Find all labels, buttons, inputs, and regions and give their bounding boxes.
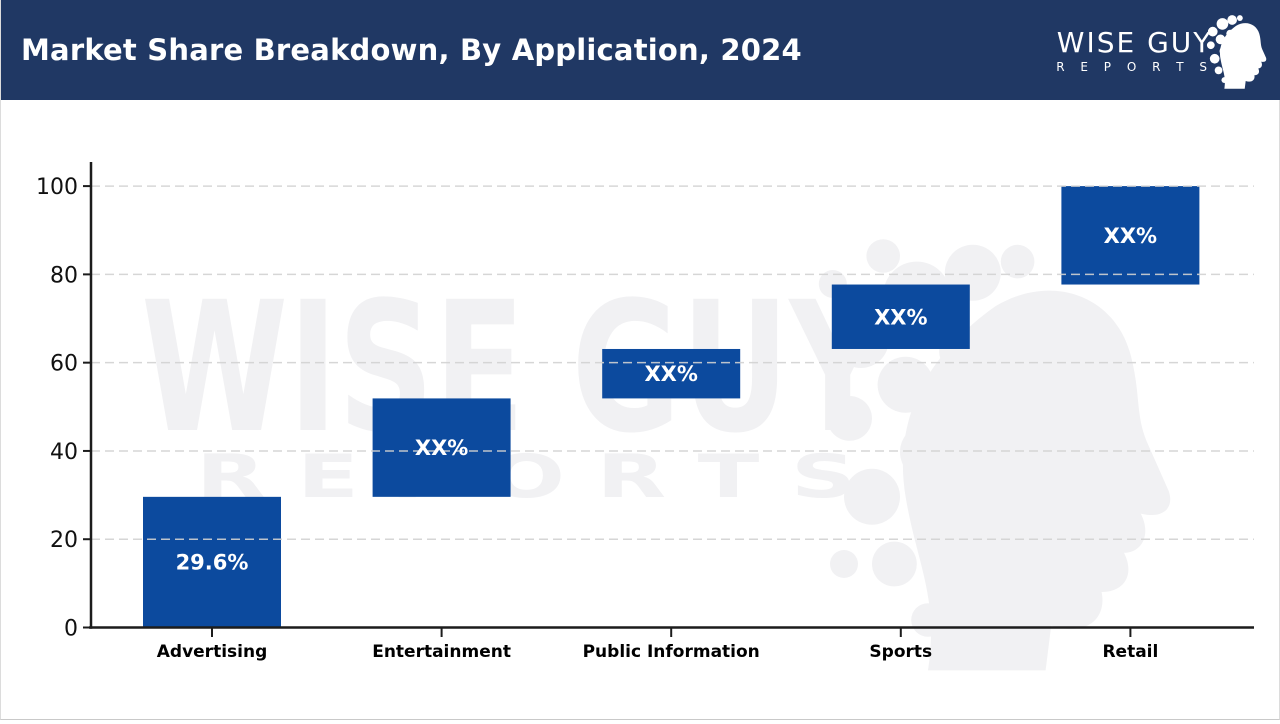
logo-head-icon xyxy=(1206,15,1267,89)
y-tick-label-60: 60 xyxy=(50,352,78,377)
chart-title: Market Share Breakdown, By Application, … xyxy=(21,33,802,67)
y-tick-label-40: 40 xyxy=(50,440,78,465)
watermark-line1: WISE GUY xyxy=(141,264,888,473)
brand-name: WISE GUY xyxy=(1056,25,1213,59)
brand-logo-text: WISE GUY R E P O R T S xyxy=(1056,25,1213,75)
bar-label-sports: XX% xyxy=(874,305,927,329)
header-bar: Market Share Breakdown, By Application, … xyxy=(1,0,1280,100)
bar-label-advertising: 29.6% xyxy=(176,551,249,575)
y-tick-label-100: 100 xyxy=(36,175,78,200)
y-tick-label-0: 0 xyxy=(64,617,78,642)
watermark: WISE GUY R E P O R T S xyxy=(141,239,1171,671)
y-tick-label-80: 80 xyxy=(50,263,78,288)
chart-canvas: WISE GUY R E P O R T S 29.6% XX% XX% XX% XX%… xyxy=(36,162,1254,671)
bar-advertising xyxy=(143,496,281,628)
brand-tagline: R E P O R T S xyxy=(1056,60,1213,75)
bar-retail xyxy=(1061,186,1200,285)
x-category-label-retail: Retail xyxy=(1102,642,1158,662)
bar-label-public-information: XX% xyxy=(644,362,697,386)
bar-label-entertainment: XX% xyxy=(415,436,468,460)
bar-label-retail: XX% xyxy=(1104,224,1157,248)
x-category-label-entertainment: Entertainment xyxy=(372,642,511,662)
x-category-label-advertising: Advertising xyxy=(157,642,268,662)
bar-public-information xyxy=(602,348,741,399)
x-category-label-sports: Sports xyxy=(869,642,932,662)
y-tick-label-20: 20 xyxy=(50,528,78,553)
bar-entertainment xyxy=(372,398,511,497)
bar-sports xyxy=(831,284,970,349)
brand-logo: WISE GUY R E P O R T S xyxy=(1056,12,1280,90)
chart-area: WISE GUY R E P O R T S 29.6% XX% XX% XX% XX%… xyxy=(1,100,1280,720)
watermark-line2: R E P O R T S xyxy=(196,442,856,512)
x-category-label-public-information: Public Information xyxy=(583,642,760,662)
